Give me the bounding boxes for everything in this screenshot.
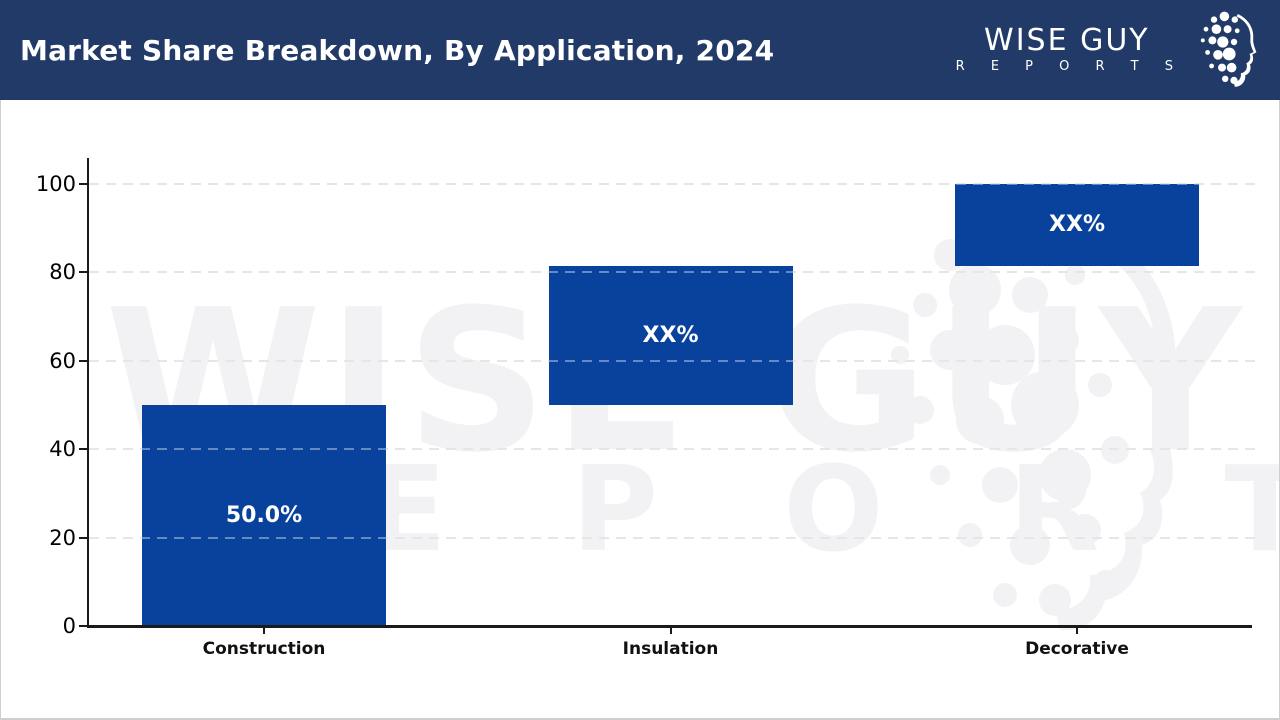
- bottom-edge-line: [0, 718, 1280, 720]
- gridline-overlay: [89, 183, 1256, 185]
- page-title: Market Share Breakdown, By Application, …: [20, 33, 775, 67]
- bar-value-label: XX%: [642, 322, 699, 348]
- bar-segment: XX%: [955, 184, 1199, 266]
- y-tick-mark: [79, 359, 88, 362]
- brand-logo-text: WISE GUY R E P O R T S: [950, 23, 1184, 75]
- y-tick-label: 0: [62, 614, 76, 638]
- gridline-overlay: [89, 271, 1256, 274]
- gridline: [89, 183, 1256, 185]
- bar-segment: 50.0%: [142, 405, 386, 626]
- gridline-overlay: [89, 536, 1256, 539]
- x-tick-mark: [1076, 627, 1078, 634]
- brand-name: WISE GUY: [984, 23, 1150, 58]
- y-tick-label: 40: [49, 437, 76, 462]
- y-tick-label: 60: [49, 348, 76, 373]
- y-tick-mark: [79, 183, 88, 185]
- y-tick-label: 80: [49, 260, 76, 285]
- y-tick-label: 100: [35, 172, 76, 196]
- x-axis-line: [87, 625, 1252, 628]
- left-edge-line: [0, 100, 1, 720]
- x-tick-label: Construction: [202, 639, 326, 659]
- gridline-overlay: [89, 359, 1256, 362]
- y-tick-label: 20: [49, 525, 76, 550]
- y-tick-mark: [79, 625, 88, 627]
- x-tick-label: Decorative: [1025, 639, 1129, 659]
- gridline-overlay: [89, 448, 1256, 451]
- gridline: [89, 448, 1256, 451]
- brand-logo: WISE GUY R E P O R T S: [950, 9, 1262, 91]
- bar-segment: XX%: [548, 265, 793, 405]
- x-tick-mark: [263, 627, 265, 634]
- gridline: [89, 536, 1256, 539]
- y-axis-line: [87, 158, 89, 628]
- y-tick-mark: [79, 448, 88, 451]
- x-tick-mark: [669, 627, 672, 634]
- bar-value-label: XX%: [1049, 212, 1105, 238]
- dotted-head-profile-icon: [1200, 11, 1257, 87]
- bar-value-label: 50.0%: [225, 503, 303, 528]
- x-tick-label: Insulation: [622, 639, 719, 659]
- header: Market Share Breakdown, By Application, …: [0, 0, 1280, 100]
- y-tick-mark: [79, 536, 88, 539]
- watermark-dotted-head-icon: [891, 215, 1188, 631]
- brand-subtitle: R E P O R T S: [955, 59, 1184, 74]
- y-tick-mark: [79, 271, 88, 274]
